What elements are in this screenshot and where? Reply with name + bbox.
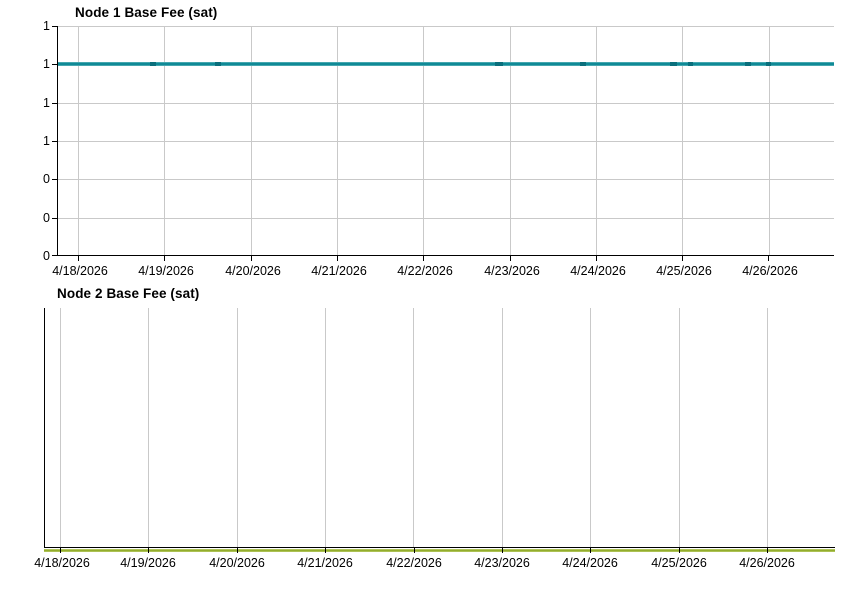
x-tick-label: 4/25/2026 [651,556,707,570]
x-tick-label: 4/24/2026 [570,264,626,278]
v-gridline [237,308,238,547]
x-tick [325,548,326,553]
node2-chart-title: Node 2 Base Fee (sat) [57,286,200,301]
v-gridline [325,308,326,547]
y-tick-label: 0 [43,249,50,263]
series-marker-segment [215,62,221,66]
x-tick [510,256,511,261]
x-tick-label: 4/24/2026 [562,556,618,570]
v-gridline [337,26,338,255]
x-tick [768,256,769,261]
x-tick-label: 4/26/2026 [742,264,798,278]
h-gridline [58,179,834,180]
x-tick [148,548,149,553]
y-tick [52,141,57,142]
y-tick-label: 0 [43,211,50,225]
x-tick [60,548,61,553]
x-tick [682,256,683,261]
v-gridline [682,26,683,255]
x-tick [414,548,415,553]
v-gridline [60,308,61,547]
x-tick-label: 4/22/2026 [386,556,442,570]
x-tick [237,548,238,553]
y-tick-label: 1 [43,134,50,148]
v-gridline [164,26,165,255]
y-tick [52,103,57,104]
x-tick [423,256,424,261]
y-tick-label: 1 [43,96,50,110]
y-tick-label: 1 [43,57,50,71]
x-tick-label: 4/19/2026 [120,556,176,570]
v-gridline [769,26,770,255]
v-gridline [78,26,79,255]
x-tick [337,256,338,261]
y-tick-label: 0 [43,172,50,186]
x-tick-label: 4/23/2026 [474,556,530,570]
x-tick-label: 4/22/2026 [397,264,453,278]
x-tick-label: 4/18/2026 [52,264,108,278]
series-marker-segment [150,62,156,66]
v-gridline [767,308,768,547]
y-tick [52,218,57,219]
x-tick-label: 4/21/2026 [297,556,353,570]
x-tick [78,256,79,261]
x-tick-label: 4/20/2026 [209,556,265,570]
node1-chart-title: Node 1 Base Fee (sat) [75,5,218,20]
x-tick [767,548,768,553]
node1-plot-area [57,26,834,256]
x-tick [502,548,503,553]
x-tick-label: 4/25/2026 [656,264,712,278]
v-gridline [590,308,591,547]
series-marker-segment [580,62,586,66]
v-gridline [251,26,252,255]
y-tick-label: 1 [43,19,50,33]
h-gridline [58,103,834,104]
series-marker-segment [495,62,503,66]
x-tick-label: 4/18/2026 [34,556,90,570]
x-tick-label: 4/26/2026 [739,556,795,570]
v-gridline [502,308,503,547]
x-tick-label: 4/20/2026 [225,264,281,278]
node2-series-line [44,549,835,552]
x-tick [251,256,252,261]
v-gridline [510,26,511,255]
v-gridline [423,26,424,255]
v-gridline [596,26,597,255]
series-marker-segment [688,62,693,66]
series-marker-segment [670,62,677,66]
v-gridline [679,308,680,547]
series-marker-segment [745,62,751,66]
y-tick [52,255,57,256]
x-tick-label: 4/23/2026 [484,264,540,278]
series-marker-segment [766,62,771,66]
x-tick [164,256,165,261]
y-tick [52,64,57,65]
h-gridline [58,26,834,27]
x-tick [596,256,597,261]
h-gridline [58,141,834,142]
x-tick [679,548,680,553]
y-tick [52,26,57,27]
x-tick [590,548,591,553]
y-tick [52,179,57,180]
h-gridline [58,218,834,219]
node1-series-line [58,62,834,66]
v-gridline [413,308,414,547]
x-tick-label: 4/19/2026 [138,264,194,278]
x-tick-label: 4/21/2026 [311,264,367,278]
v-gridline [148,308,149,547]
node2-plot-area [44,308,835,548]
